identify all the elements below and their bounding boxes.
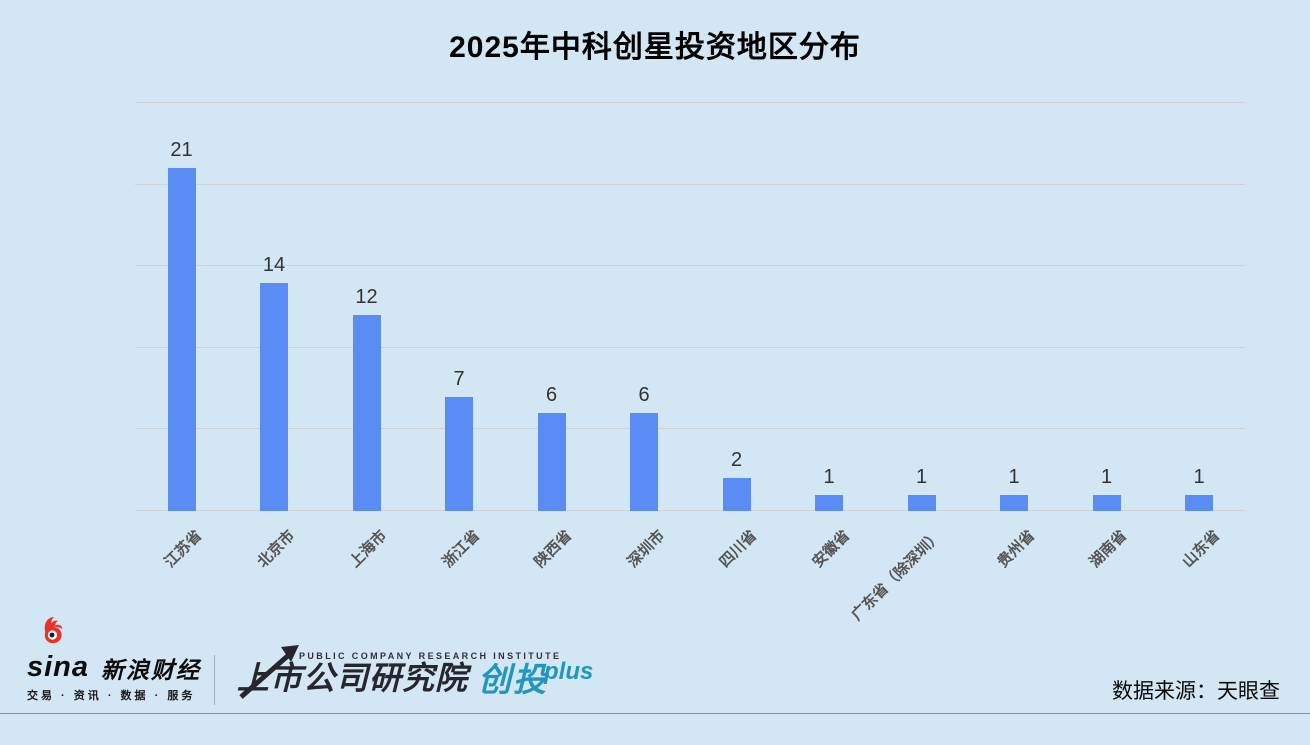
bar-slot: 1 [968,95,1061,511]
bar-浙江省 [445,396,473,511]
value-label-深圳市: 6 [638,384,650,407]
gridline-y-5 [135,428,1245,430]
footer-divider [214,655,215,705]
footer: sina 新浪财经 交易 · 资讯 · 数据 · 服务 PUBLIC COMPA… [0,617,1310,715]
category-label-山东省: 山东省 [1179,527,1223,571]
gridline-y-20 [135,183,1245,185]
sina-tagline: 交易 · 资讯 · 数据 · 服务 [27,690,196,702]
category-label-贵州省: 贵州省 [994,527,1038,571]
bar-贵州省 [1000,494,1028,511]
sina-flame-eye-icon [39,615,69,655]
research-institute-logo: PUBLIC COMPANY RESEARCH INSTITUTE 上市公司研究… [237,645,562,699]
category-label-上海市: 上海市 [346,527,391,571]
bar-山东省 [1185,494,1213,511]
gridline-y-25 [135,102,1245,104]
gridline-y-0 [135,510,1245,511]
category-label-陕西省: 陕西省 [531,527,576,571]
sina-finance-logo: sina 新浪财经 交易 · 资讯 · 数据 · 服务 [27,617,202,703]
bar-slot: 7 [413,95,506,511]
sina-brand-chinese: 新浪财经 [101,656,202,683]
gridline-y-15 [135,265,1245,267]
bar-slot: 1 [875,95,968,511]
value-label-山东省: 1 [1193,465,1205,488]
bar-slot: 14 [228,95,321,511]
bar-江苏省 [167,168,196,511]
category-label-广东省（除深圳）: 广东省（除深圳） [848,527,946,625]
category-label-浙江省: 浙江省 [439,527,483,571]
category-label-安徽省: 安徽省 [809,527,853,571]
value-label-湖南省: 1 [1100,465,1113,488]
bar-slot: 1 [783,95,876,511]
bar-chart-plot-area: 21 江苏省 14 北京市 12 上海市 7 浙江省 6 陕西省 6 深圳市 2 四川省 1 安徽省 1 广东省（… [135,95,1246,624]
bar-深圳市 [630,413,658,511]
bar-slot: 1 [1153,95,1246,511]
bar-slot: 6 [598,95,691,511]
bar-上海市 [352,315,381,511]
footer-rule-line [0,713,1310,714]
sina-logo-text: sina [27,651,90,683]
bar-广东省（除深圳） [907,494,936,511]
chuangtou-plus-logo: 创投plus [478,660,597,698]
value-label-北京市: 14 [262,253,286,276]
sina-logo-wordmark: sina [27,617,90,683]
category-label-江苏省: 江苏省 [161,527,206,571]
value-label-上海市: 12 [355,286,378,309]
bar-slot: 6 [505,95,598,511]
bar-slot: 1 [1060,95,1153,511]
bar-安徽省 [815,494,843,511]
value-label-四川省: 2 [730,449,743,472]
value-label-安徽省: 1 [823,465,835,488]
value-label-陕西省: 6 [545,384,558,407]
category-label-湖南省: 湖南省 [1086,527,1131,571]
gridline-y-10 [135,346,1245,348]
bar-slot: 2 [690,95,783,511]
chuangtou-text: 创投 [478,661,548,698]
bar-slot: 21 [135,95,228,511]
bar-湖南省 [1092,494,1121,511]
bar-slot: 12 [320,95,413,511]
data-source-label: 数据来源：天眼查 [1112,680,1280,703]
value-label-广东省（除深圳）: 1 [915,465,928,488]
category-label-深圳市: 深圳市 [624,527,668,571]
category-label-四川省: 四川省 [716,527,761,571]
bar-四川省 [722,478,751,511]
value-label-浙江省: 7 [453,367,465,390]
category-label-北京市: 北京市 [254,527,298,571]
chart-title: 2025年中科创星投资地区分布 [449,31,861,64]
bar-北京市 [260,282,288,511]
institute-name-chinese: 上市公司研究院 [237,645,561,699]
institute-name-english: PUBLIC COMPANY RESEARCH INSTITUTE [299,651,562,661]
rising-arrow-icon [233,645,303,710]
plus-text: plus [544,658,594,685]
value-label-贵州省: 1 [1008,465,1020,488]
value-label-江苏省: 21 [170,139,193,162]
bar-陕西省 [537,413,566,511]
